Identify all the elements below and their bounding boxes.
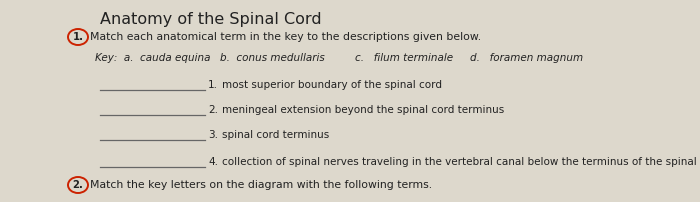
Text: d.   foramen magnum: d. foramen magnum [470,53,583,63]
Text: Match the key letters on the diagram with the following terms.: Match the key letters on the diagram wit… [90,180,432,190]
Text: most superior boundary of the spinal cord: most superior boundary of the spinal cor… [222,80,442,90]
Text: collection of spinal nerves traveling in the vertebral canal below the terminus : collection of spinal nerves traveling in… [222,157,700,167]
Text: 3.: 3. [208,130,218,140]
Text: c.   filum terminale: c. filum terminale [355,53,453,63]
Text: 2.: 2. [208,105,218,115]
Text: meningeal extension beyond the spinal cord terminus: meningeal extension beyond the spinal co… [222,105,504,115]
Text: 1.: 1. [208,80,218,90]
Text: Match each anatomical term in the key to the descriptions given below.: Match each anatomical term in the key to… [90,32,481,42]
Text: 2.: 2. [73,180,83,190]
Text: Key:  a.  cauda equina: Key: a. cauda equina [95,53,211,63]
Text: Anatomy of the Spinal Cord: Anatomy of the Spinal Cord [100,12,321,27]
Text: b.  conus medullaris: b. conus medullaris [220,53,325,63]
Text: 1.: 1. [73,32,83,42]
Text: 4.: 4. [208,157,218,167]
Text: spinal cord terminus: spinal cord terminus [222,130,329,140]
